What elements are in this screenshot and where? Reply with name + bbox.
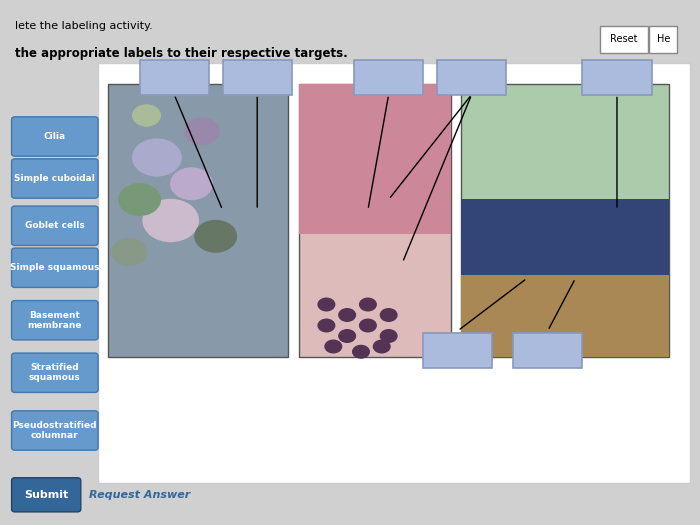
FancyBboxPatch shape [12,206,98,246]
Text: the appropriate labels to their respective targets.: the appropriate labels to their respecti… [15,47,348,60]
FancyBboxPatch shape [299,84,451,357]
Circle shape [360,298,376,311]
Circle shape [339,309,356,321]
Text: Stratified
squamous: Stratified squamous [29,363,80,382]
FancyBboxPatch shape [12,478,81,512]
Text: Pseudostratified
columnar: Pseudostratified columnar [13,421,97,440]
FancyBboxPatch shape [461,275,669,357]
Text: lete the labeling activity.: lete the labeling activity. [15,21,153,31]
Circle shape [133,105,160,126]
Circle shape [325,340,342,353]
Text: Goblet cells: Goblet cells [25,221,85,230]
Circle shape [380,330,397,342]
Text: Request Answer: Request Answer [89,490,190,500]
Circle shape [195,220,237,252]
Circle shape [353,345,370,358]
FancyBboxPatch shape [354,60,424,94]
FancyBboxPatch shape [98,63,690,483]
Text: Simple cuboidal: Simple cuboidal [15,174,95,183]
Circle shape [380,309,397,321]
Circle shape [318,298,335,311]
FancyBboxPatch shape [424,333,492,368]
FancyBboxPatch shape [139,60,209,94]
FancyBboxPatch shape [12,248,98,288]
Circle shape [185,118,219,144]
Circle shape [318,319,335,332]
FancyBboxPatch shape [108,84,288,357]
Circle shape [360,319,376,332]
Circle shape [339,330,356,342]
Circle shape [119,184,160,215]
Circle shape [373,340,390,353]
FancyBboxPatch shape [223,60,292,94]
Circle shape [112,239,146,265]
FancyBboxPatch shape [12,300,98,340]
FancyBboxPatch shape [600,26,648,52]
Text: Reset: Reset [610,34,638,45]
Circle shape [143,200,198,242]
Text: Submit: Submit [24,490,69,500]
FancyBboxPatch shape [12,159,98,198]
Text: Simple squamous: Simple squamous [10,263,99,272]
FancyBboxPatch shape [12,411,98,450]
FancyBboxPatch shape [461,198,669,275]
FancyBboxPatch shape [461,84,669,357]
FancyBboxPatch shape [12,117,98,156]
Text: Basement
membrane: Basement membrane [27,311,82,330]
FancyBboxPatch shape [12,353,98,393]
FancyBboxPatch shape [650,26,677,52]
Text: He: He [657,34,670,45]
FancyBboxPatch shape [582,60,652,94]
FancyBboxPatch shape [513,333,582,368]
FancyBboxPatch shape [299,84,451,234]
Circle shape [133,139,181,176]
FancyBboxPatch shape [437,60,506,94]
Circle shape [171,168,212,200]
Text: Cilia: Cilia [44,132,66,141]
